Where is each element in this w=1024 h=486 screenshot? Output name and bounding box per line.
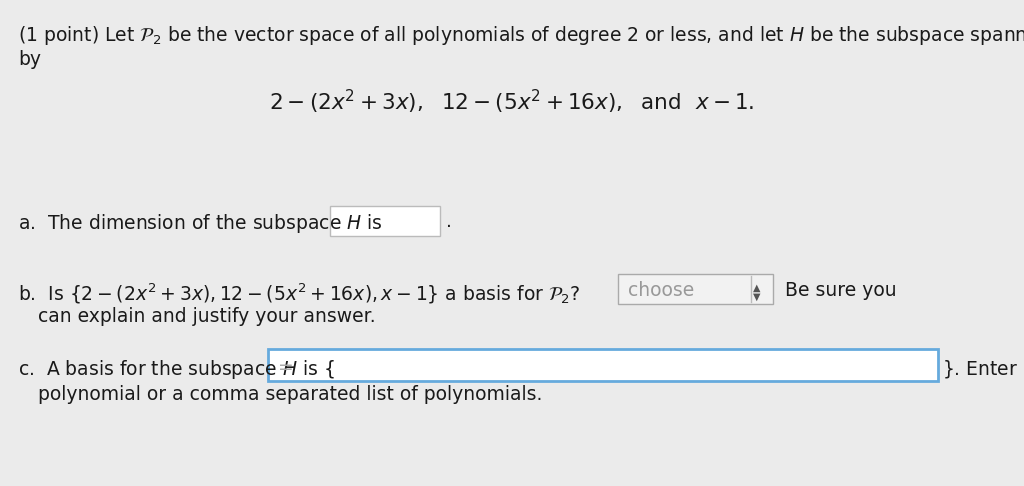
Text: by: by [18,50,41,69]
FancyBboxPatch shape [330,206,440,236]
Text: (1 point) Let $\mathcal{P}_2$ be the vector space of all polynomials of degree 2: (1 point) Let $\mathcal{P}_2$ be the vec… [18,24,1024,47]
Text: choose: choose [628,281,694,300]
Text: c.  A basis for the subspace $H$ is $\{$: c. A basis for the subspace $H$ is $\{$ [18,358,335,381]
Text: polynomial or a comma separated list of polynomials.: polynomial or a comma separated list of … [38,385,543,404]
FancyBboxPatch shape [618,274,773,304]
Text: =: = [278,358,294,377]
Text: ▲: ▲ [754,283,761,293]
Text: a.  The dimension of the subspace $H$ is: a. The dimension of the subspace $H$ is [18,212,383,235]
Text: can explain and justify your answer.: can explain and justify your answer. [38,307,376,326]
Text: b.  Is $\{2-\left(2x^2+3x\right),12-\left(5x^2+16x\right),x-1\}$ a basis for $\m: b. Is $\{2-\left(2x^2+3x\right),12-\left… [18,281,581,306]
Text: $2-\left(2x^2+3x\right),\ \ 12-\left(5x^2+16x\right),\ \ \mathrm{and}\ \ x-1.$: $2-\left(2x^2+3x\right),\ \ 12-\left(5x^… [269,88,755,116]
Text: .: . [446,212,452,231]
FancyBboxPatch shape [268,349,938,381]
Text: Be sure you: Be sure you [785,281,897,300]
Text: $\}$. Enter a: $\}$. Enter a [942,358,1024,380]
Text: ▼: ▼ [754,292,761,302]
